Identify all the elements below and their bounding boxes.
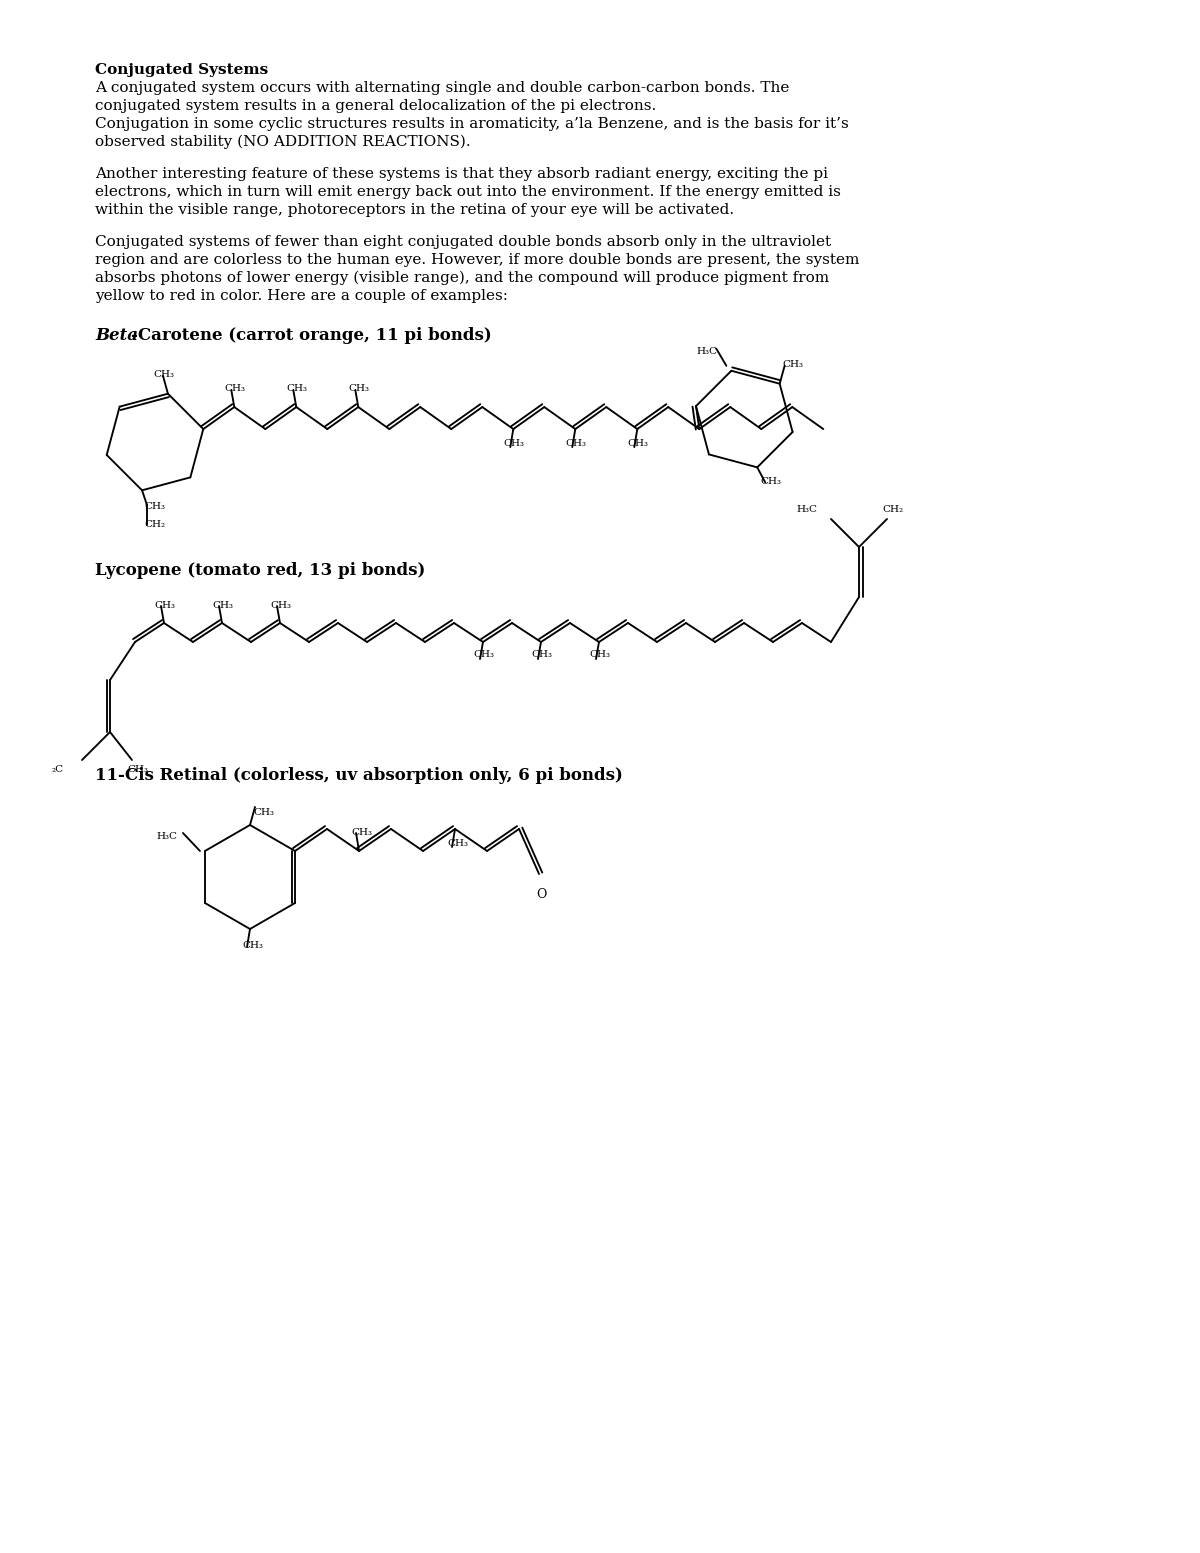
Text: CH₃: CH₃: [242, 941, 263, 950]
Text: CH₃: CH₃: [782, 360, 804, 368]
Text: CH₃: CH₃: [530, 651, 552, 658]
Text: yellow to red in color. Here are a couple of examples:: yellow to red in color. Here are a coupl…: [95, 289, 508, 303]
Text: absorbs photons of lower energy (visible range), and the compound will produce p: absorbs photons of lower energy (visible…: [95, 272, 829, 286]
Text: CH₃: CH₃: [761, 477, 781, 486]
Text: Conjugation in some cyclic structures results in aromaticity, a’la Benzene, and : Conjugation in some cyclic structures re…: [95, 116, 848, 130]
Text: ₂C: ₂C: [52, 766, 64, 773]
Text: Lycopene (tomato red, 13 pi bonds): Lycopene (tomato red, 13 pi bonds): [95, 562, 425, 579]
Text: CH₃: CH₃: [154, 601, 175, 610]
Text: CH₃: CH₃: [448, 839, 468, 848]
Text: Conjugated systems of fewer than eight conjugated double bonds absorb only in th: Conjugated systems of fewer than eight c…: [95, 235, 832, 248]
Text: Beta: Beta: [95, 328, 138, 345]
Text: observed stability (NO ADDITION REACTIONS).: observed stability (NO ADDITION REACTION…: [95, 135, 470, 149]
Text: CH₃: CH₃: [287, 384, 307, 393]
Text: H₃C: H₃C: [157, 832, 178, 842]
Text: CH₃: CH₃: [253, 808, 274, 817]
Text: CH₃: CH₃: [628, 439, 648, 449]
Text: CH₂: CH₂: [882, 505, 904, 514]
Text: H₃C: H₃C: [696, 346, 718, 356]
Text: CH₃: CH₃: [503, 439, 524, 449]
Text: conjugated system results in a general delocalization of the pi electrons.: conjugated system results in a general d…: [95, 99, 656, 113]
Text: 11-Cis Retinal (colorless, uv absorption only, 6 pi bonds): 11-Cis Retinal (colorless, uv absorption…: [95, 767, 623, 784]
Text: CH₃: CH₃: [565, 439, 587, 449]
Text: CH₃: CH₃: [224, 384, 245, 393]
Text: CH₃: CH₃: [348, 384, 370, 393]
Text: CH₃: CH₃: [127, 766, 148, 773]
Text: CH₃: CH₃: [212, 601, 233, 610]
Text: electrons, which in turn will emit energy back out into the environment. If the : electrons, which in turn will emit energ…: [95, 185, 841, 199]
Text: CH₃: CH₃: [152, 370, 174, 379]
Text: -Carotene (carrot orange, 11 pi bonds): -Carotene (carrot orange, 11 pi bonds): [131, 328, 492, 345]
Text: Conjugated Systems: Conjugated Systems: [95, 64, 269, 78]
Text: CH₃: CH₃: [270, 601, 292, 610]
Text: region and are colorless to the human eye. However, if more double bonds are pre: region and are colorless to the human ey…: [95, 253, 859, 267]
Text: CH₃: CH₃: [473, 651, 494, 658]
Text: H₃C: H₃C: [796, 505, 817, 514]
Text: CH₂: CH₂: [144, 520, 166, 530]
Text: A conjugated system occurs with alternating single and double carbon-carbon bond: A conjugated system occurs with alternat…: [95, 81, 790, 95]
Text: CH₃: CH₃: [144, 502, 166, 511]
Text: CH₃: CH₃: [352, 828, 372, 837]
Text: Another interesting feature of these systems is that they absorb radiant energy,: Another interesting feature of these sys…: [95, 168, 828, 182]
Text: CH₃: CH₃: [589, 651, 610, 658]
Text: O: O: [536, 888, 546, 901]
Text: within the visible range, photoreceptors in the retina of your eye will be activ: within the visible range, photoreceptors…: [95, 203, 734, 217]
